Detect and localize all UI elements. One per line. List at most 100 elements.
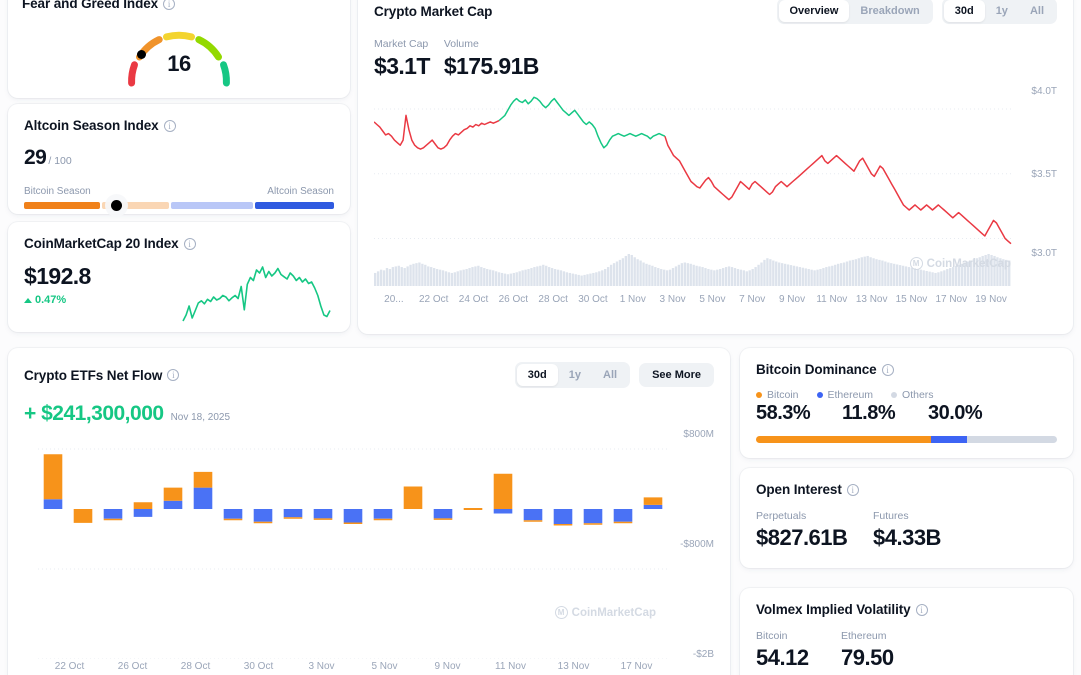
tab-overview[interactable]: Overview — [778, 0, 850, 22]
xtick-label: 17 Nov — [620, 661, 653, 672]
crypto-etf-net-flow-card: Crypto ETFs Net Flow i 30d 1y All See Mo… — [8, 348, 730, 675]
etf-ytick-neg800m: -$800M — [680, 539, 714, 550]
tab-etf-30d[interactable]: 30d — [516, 364, 558, 386]
stat-volume-label: Volume — [443, 38, 479, 50]
dominance-ethereum-value: 11.8% — [842, 402, 896, 424]
tab-breakdown[interactable]: Breakdown — [849, 0, 930, 22]
crypto-market-cap-chart[interactable]: $4.0T $3.5T $3.0T M CoinMarketCap — [373, 86, 1057, 290]
ytick-3T: $3.0T — [1031, 248, 1057, 259]
xtick-label: 19 Nov — [975, 294, 1007, 305]
xtick-label: 9 Nov — [778, 294, 806, 305]
tab-etf-all[interactable]: All — [592, 364, 628, 386]
slider-segment-altcoin-light — [170, 202, 253, 209]
open-interest-perpetuals-label: Perpetuals — [756, 510, 807, 522]
xtick-label: 28 Oct — [538, 294, 568, 305]
cmc20-change-value: 0.47% — [35, 294, 67, 306]
etf-net-flow-amount: + $241,300,000 — [24, 402, 164, 425]
info-icon[interactable]: i — [163, 0, 176, 10]
altcoin-season-scale-labels: Bitcoin Season Altcoin Season — [24, 186, 334, 197]
volmex-bitcoin: Bitcoin 54.12 — [756, 630, 829, 671]
etf-title: Crypto ETFs Net Flow i — [24, 367, 180, 383]
info-icon[interactable]: i — [163, 119, 176, 132]
cmc20-title-text: CoinMarketCap 20 Index — [24, 236, 179, 251]
etf-net-flow-date: Nov 18, 2025 — [170, 412, 231, 423]
stat-volume-value: $175.91B — [443, 53, 540, 79]
stat-market-cap: Market Cap $3.1T — [374, 38, 430, 80]
dominance-others-value: 30.0% — [928, 402, 983, 424]
altcoin-season-title-text: Altcoin Season Index — [24, 118, 159, 133]
etf-header: Crypto ETFs Net Flow i 30d 1y All See Mo… — [24, 362, 714, 388]
xtick-label: 22 Oct — [418, 294, 449, 305]
info-icon[interactable]: i — [846, 483, 859, 496]
market-cap-range-tabs: 30d 1y All — [941, 0, 1057, 24]
volmex-bitcoin-value: 54.12 — [756, 645, 809, 670]
cmc20-price: $192.8 — [24, 263, 91, 289]
xtick-label: 15 Nov — [895, 294, 928, 305]
cmc20-title: CoinMarketCap 20 Index i — [24, 236, 334, 251]
fear-and-greed-card: Fear and Greed Index i 16 — [8, 0, 350, 98]
legend-dot-ethereum — [816, 392, 823, 398]
slider-knob[interactable] — [110, 200, 122, 211]
info-icon[interactable]: i — [915, 603, 928, 616]
watermark-text: CoinMarketCap — [571, 606, 656, 619]
open-interest-futures: Futures $4.33B — [873, 510, 941, 551]
slider-segment-bitcoin — [24, 202, 100, 209]
crypto-market-cap-controls: Overview Breakdown 30d 1y All — [776, 0, 1057, 24]
open-interest-futures-label: Futures — [873, 510, 909, 522]
stat-volume: Volume $175.91B — [443, 38, 540, 80]
see-more-button[interactable]: See More — [639, 363, 714, 387]
slider-segment-altcoin — [254, 202, 334, 209]
etf-ytick-800m: $800M — [683, 429, 714, 440]
legend-others: Others — [891, 389, 934, 401]
altcoin-season-title: Altcoin Season Index i — [24, 118, 334, 133]
altcoin-season-denominator: / 100 — [48, 155, 72, 167]
xtick-label: 28 Oct — [180, 661, 211, 672]
legend-ethereum-label: Ethereum — [827, 389, 874, 401]
tab-range-30d[interactable]: 30d — [943, 0, 985, 22]
etf-ytick-neg2b: -$2B — [692, 649, 714, 660]
open-interest-title: Open Interest i — [756, 482, 1057, 497]
xtick-label: 17 Nov — [935, 294, 968, 305]
bitcoin-dominance-title-text: Bitcoin Dominance — [756, 362, 877, 377]
stat-market-cap-label: Market Cap — [374, 38, 429, 50]
volmex-implied-volatility-card: Volmex Implied Volatility i Bitcoin 54.1… — [740, 588, 1073, 675]
fear-and-greed-gauge: 16 — [119, 17, 239, 87]
dominance-values: 58.3% 11.8% 30.0% — [756, 402, 1057, 425]
info-icon[interactable]: i — [881, 363, 894, 376]
open-interest-card: Open Interest i Perpetuals $827.61B Futu… — [740, 468, 1073, 568]
dominance-bar-others — [966, 436, 1057, 443]
xtick-label: 5 Nov — [371, 661, 398, 672]
open-interest-futures-value: $4.33B — [873, 525, 941, 550]
xtick-label: 9 Nov — [434, 661, 461, 672]
xtick-label: 26 Oct — [117, 661, 148, 672]
fear-and-greed-title-text: Fear and Greed Index — [22, 0, 159, 11]
bitcoin-season-label: Bitcoin Season — [24, 186, 91, 197]
xtick-label: 30 Oct — [243, 661, 274, 672]
xtick-label: 13 Nov — [855, 294, 888, 305]
altcoin-season-slider[interactable] — [24, 200, 334, 211]
legend-dot-bitcoin — [756, 392, 762, 398]
legend-bitcoin-label: Bitcoin — [767, 389, 799, 401]
tab-etf-1y[interactable]: 1y — [558, 364, 592, 386]
volmex-ethereum-label: Ethereum — [841, 630, 887, 642]
market-cap-stats: Market Cap $3.1T Volume $175.91B — [374, 38, 1057, 80]
crypto-market-cap-card: Crypto Market Cap Overview Breakdown 30d… — [358, 0, 1073, 334]
watermark-text: CoinMarketCap — [926, 257, 1011, 270]
tab-range-1y[interactable]: 1y — [985, 0, 1019, 22]
tab-range-all[interactable]: All — [1019, 0, 1055, 22]
volmex-bitcoin-label: Bitcoin — [756, 630, 788, 642]
xtick-label: 30 Oct — [578, 294, 608, 305]
ytick-4T: $4.0T — [1031, 86, 1057, 97]
open-interest-perpetuals: Perpetuals $827.61B — [756, 510, 861, 551]
etf-title-text: Crypto ETFs Net Flow — [24, 367, 163, 383]
dominance-bar — [756, 436, 1057, 443]
bitcoin-dominance-card: Bitcoin Dominance i Bitcoin Ethereum Oth… — [740, 348, 1073, 458]
crypto-market-cap-title-text: Crypto Market Cap — [374, 3, 493, 19]
crypto-etf-chart[interactable]: $800M -$800M -$2B M CoinMarketCap — [24, 429, 714, 660]
xtick-label: 11 Nov — [495, 661, 526, 672]
info-icon[interactable]: i — [167, 369, 180, 381]
info-icon[interactable]: i — [183, 237, 196, 250]
dominance-bar-ethereum — [931, 436, 967, 443]
open-interest-values: Perpetuals $827.61B Futures $4.33B — [756, 510, 1057, 551]
